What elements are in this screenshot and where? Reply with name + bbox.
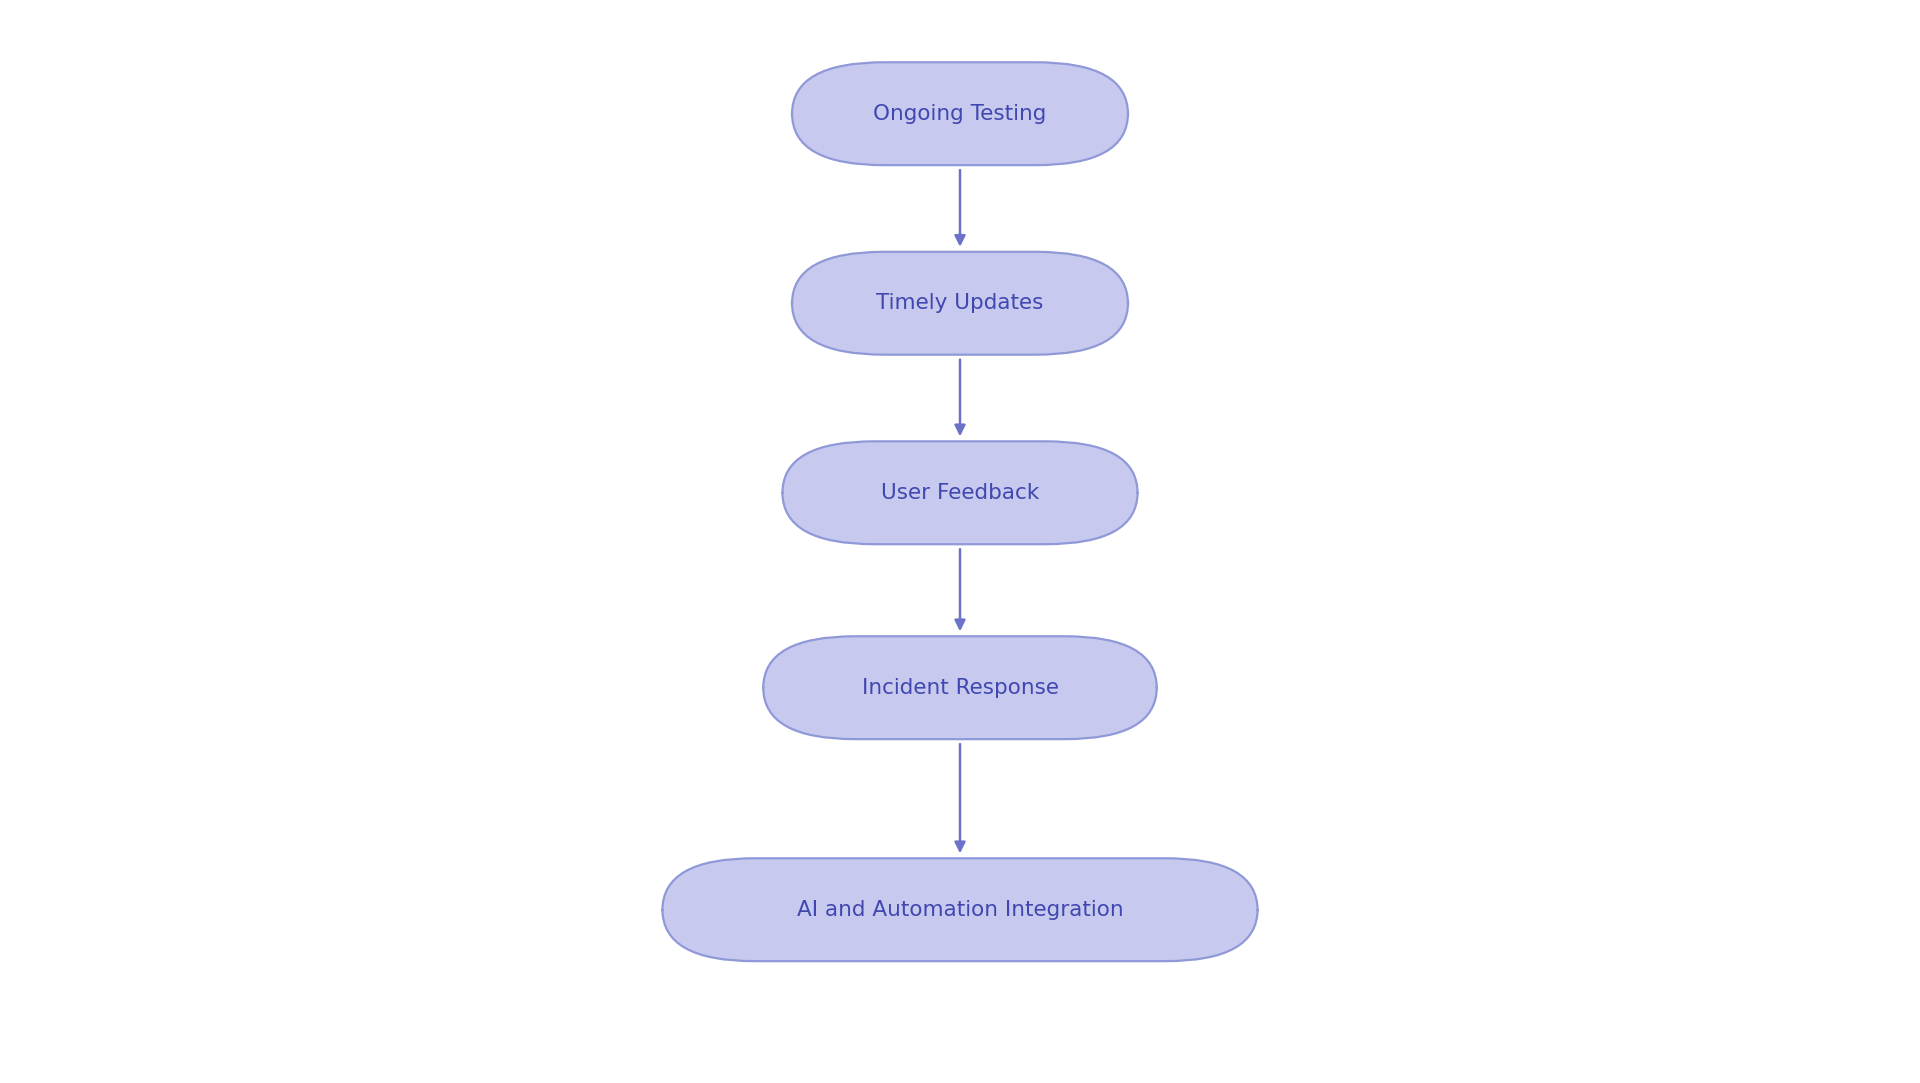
Text: Ongoing Testing: Ongoing Testing — [874, 104, 1046, 123]
Text: Incident Response: Incident Response — [862, 678, 1058, 697]
FancyBboxPatch shape — [764, 637, 1156, 739]
Text: User Feedback: User Feedback — [881, 483, 1039, 503]
Text: Timely Updates: Timely Updates — [876, 293, 1044, 313]
Text: AI and Automation Integration: AI and Automation Integration — [797, 900, 1123, 919]
FancyBboxPatch shape — [791, 63, 1127, 165]
FancyBboxPatch shape — [791, 252, 1127, 355]
FancyBboxPatch shape — [783, 442, 1137, 544]
FancyBboxPatch shape — [662, 858, 1258, 962]
